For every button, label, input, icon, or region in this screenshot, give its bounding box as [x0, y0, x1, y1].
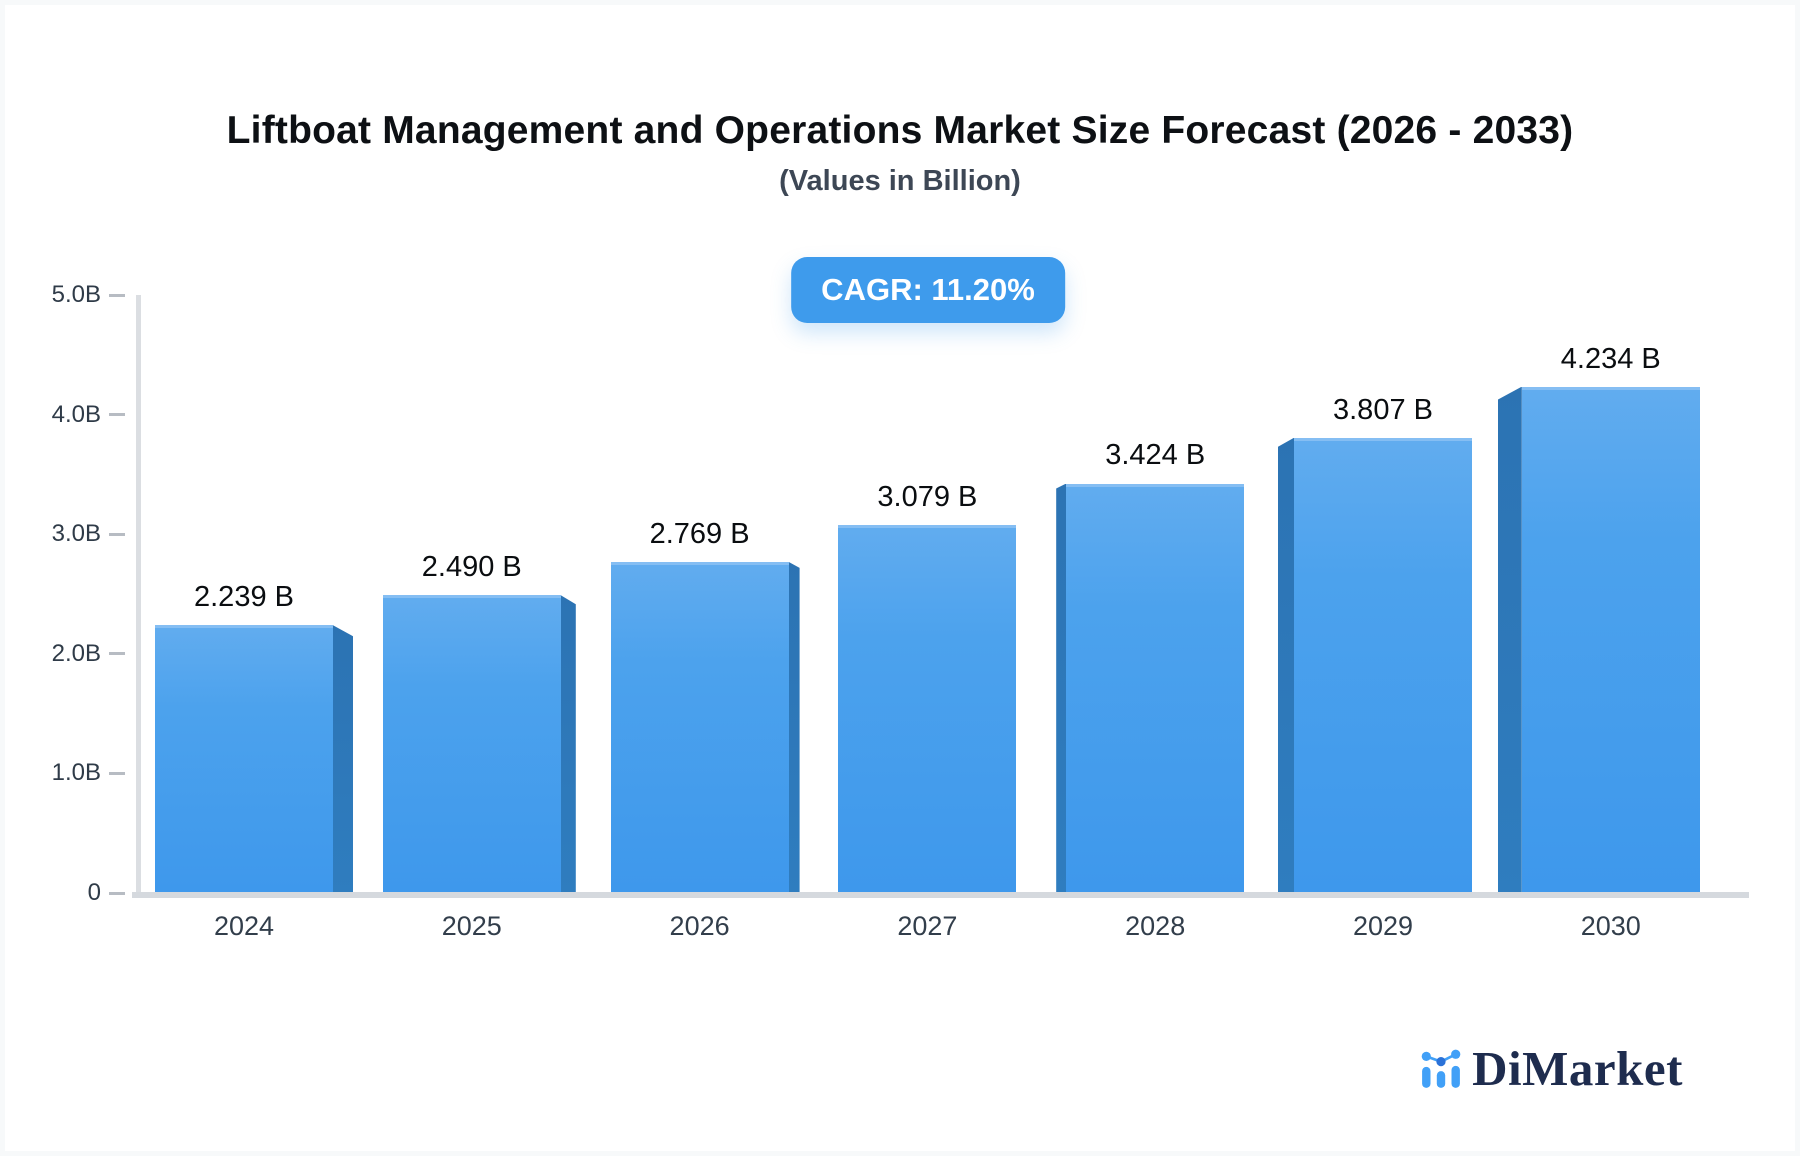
bar-side-face — [1497, 386, 1522, 893]
chart-subtitle: (Values in Billion) — [779, 165, 1021, 197]
x-axis-line — [132, 892, 1749, 898]
x-axis-label: 2029 — [1352, 911, 1414, 941]
bar-2027 — [838, 524, 1017, 893]
bar-side-face — [788, 561, 800, 893]
plot-area: 0 1.0B 2.0B 3.0B 4.0B 5.0B 2.239 B 2.490 B 2.76… — [52, 281, 1749, 941]
x-axis-label: 2030 — [1580, 911, 1641, 941]
bar-2028 — [1066, 483, 1245, 893]
y-tick-dash — [109, 891, 125, 895]
chart-title: Liftboat Management and Operations Marke… — [226, 109, 1574, 152]
y-tick-label: 0 — [87, 879, 101, 906]
cagr-label: CAGR: 11.20% — [821, 272, 1035, 307]
y-tick-label: 4.0B — [51, 400, 101, 428]
x-axis-label: 2028 — [1125, 911, 1186, 941]
bar-value-label: 3.424 B — [1105, 439, 1206, 472]
x-axis-label: 2027 — [897, 911, 958, 941]
y-tick-dash — [109, 413, 125, 417]
dimarket-logo: DiMarket — [1420, 1044, 1683, 1093]
bar-side-face — [1278, 437, 1294, 893]
bar-chart-logo-icon — [1421, 1049, 1461, 1088]
bar-2029 — [1294, 437, 1472, 893]
y-tick-dash — [109, 532, 125, 536]
bar-value-label: 4.234 B — [1560, 342, 1661, 375]
bar-value-label: 3.079 B — [877, 480, 978, 513]
bar-2026 — [610, 561, 789, 893]
bar-2024 — [155, 625, 333, 893]
bar-side-face — [333, 625, 353, 893]
y-tick-label: 1.0B — [51, 759, 101, 787]
cagr-badge: CAGR: 11.20% — [791, 257, 1065, 323]
x-axis-label: 2026 — [669, 911, 730, 941]
y-tick-dash — [109, 652, 125, 656]
x-axis-label: 2024 — [213, 911, 275, 941]
dimarket-logo-text: DiMarket — [1472, 1041, 1683, 1096]
bar-2025 — [382, 595, 561, 893]
y-axis-line — [136, 295, 141, 893]
y-tick-dash — [109, 771, 125, 775]
x-axis-label: 2025 — [441, 911, 502, 941]
bar-side-face — [1056, 483, 1067, 893]
bar-value-label: 3.807 B — [1333, 393, 1433, 426]
bar-value-label: 2.769 B — [649, 517, 750, 550]
bar-2030 — [1521, 386, 1700, 893]
bar-value-label: 2.490 B — [421, 551, 522, 584]
bar-value-label: 2.239 B — [194, 581, 294, 614]
bar-side-face — [560, 595, 576, 893]
y-tick-label: 3.0B — [51, 520, 101, 548]
y-tick-label: 5.0B — [51, 281, 101, 308]
y-tick-dash — [109, 293, 125, 297]
y-tick-label: 2.0B — [51, 639, 101, 667]
